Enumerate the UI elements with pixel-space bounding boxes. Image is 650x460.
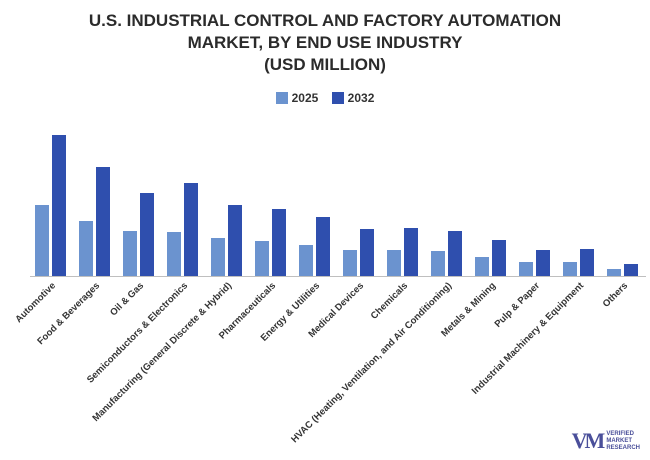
bar-2025-10 — [431, 251, 445, 276]
bar-2025-5 — [211, 238, 225, 276]
bar-2025-11 — [475, 257, 489, 276]
logo-text-line-1: VERIFIED — [606, 430, 634, 437]
bar-2032-9 — [404, 228, 418, 276]
logo-text-line-3: RESEARCH — [606, 444, 640, 451]
bar-2025-1 — [35, 205, 49, 276]
bar-2032-11 — [492, 240, 506, 276]
legend-label-2032: 2032 — [347, 91, 375, 105]
bar-2032-10 — [448, 231, 462, 276]
legend-swatch-2032 — [331, 92, 344, 104]
bar-2032-1 — [52, 135, 66, 276]
brand-logo: VM VERIFIED MARKET RESEARCH — [572, 428, 640, 454]
legend-swatch-2025 — [275, 92, 288, 104]
bar-2025-8 — [343, 250, 357, 276]
bar-2032-6 — [272, 209, 286, 276]
bar-2032-7 — [316, 217, 330, 276]
bar-2025-4 — [167, 232, 181, 276]
bar-2025-14 — [607, 269, 621, 276]
x-tick-label-3: Oil & Gas — [108, 280, 146, 318]
logo-text: VERIFIED MARKET RESEARCH — [606, 431, 640, 452]
bar-2025-2 — [79, 221, 93, 276]
bar-2025-3 — [123, 231, 137, 276]
bar-2032-13 — [580, 249, 594, 276]
x-tick-label-9: Chemicals — [369, 280, 410, 321]
bar-2032-5 — [228, 205, 242, 276]
chart-legend: 2025 2032 — [0, 91, 650, 107]
x-tick-label-1: Automotive — [13, 280, 58, 325]
x-tick-label-10: HVAC (Heating, Ventilation, and Air Cond… — [289, 280, 454, 445]
bar-2025-13 — [563, 262, 577, 276]
legend-item-2032: 2032 — [331, 91, 375, 105]
chart-title: U.S. INDUSTRIAL CONTROL AND FACTORY AUTO… — [0, 10, 650, 76]
logo-mark: VM — [571, 428, 606, 453]
legend-label-2025: 2025 — [291, 91, 319, 105]
chart-title-line-3: (USD MILLION) — [264, 55, 386, 74]
chart-title-line-2: MARKET, BY END USE INDUSTRY — [187, 33, 463, 52]
bar-2032-4 — [184, 183, 198, 276]
x-tick-label-14: Others — [601, 280, 630, 309]
bar-2032-12 — [536, 250, 550, 276]
bar-2032-2 — [96, 167, 110, 276]
chart-title-line-1: U.S. INDUSTRIAL CONTROL AND FACTORY AUTO… — [88, 11, 562, 30]
bar-2025-9 — [387, 250, 401, 276]
logo-text-line-2: MARKET — [606, 437, 632, 444]
bar-2032-3 — [140, 193, 154, 276]
bar-2025-12 — [519, 262, 533, 276]
bar-2032-8 — [360, 229, 374, 276]
bar-2025-7 — [299, 245, 313, 276]
legend-item-2025: 2025 — [275, 91, 319, 105]
bar-2032-14 — [624, 264, 638, 276]
bar-2025-6 — [255, 241, 269, 276]
